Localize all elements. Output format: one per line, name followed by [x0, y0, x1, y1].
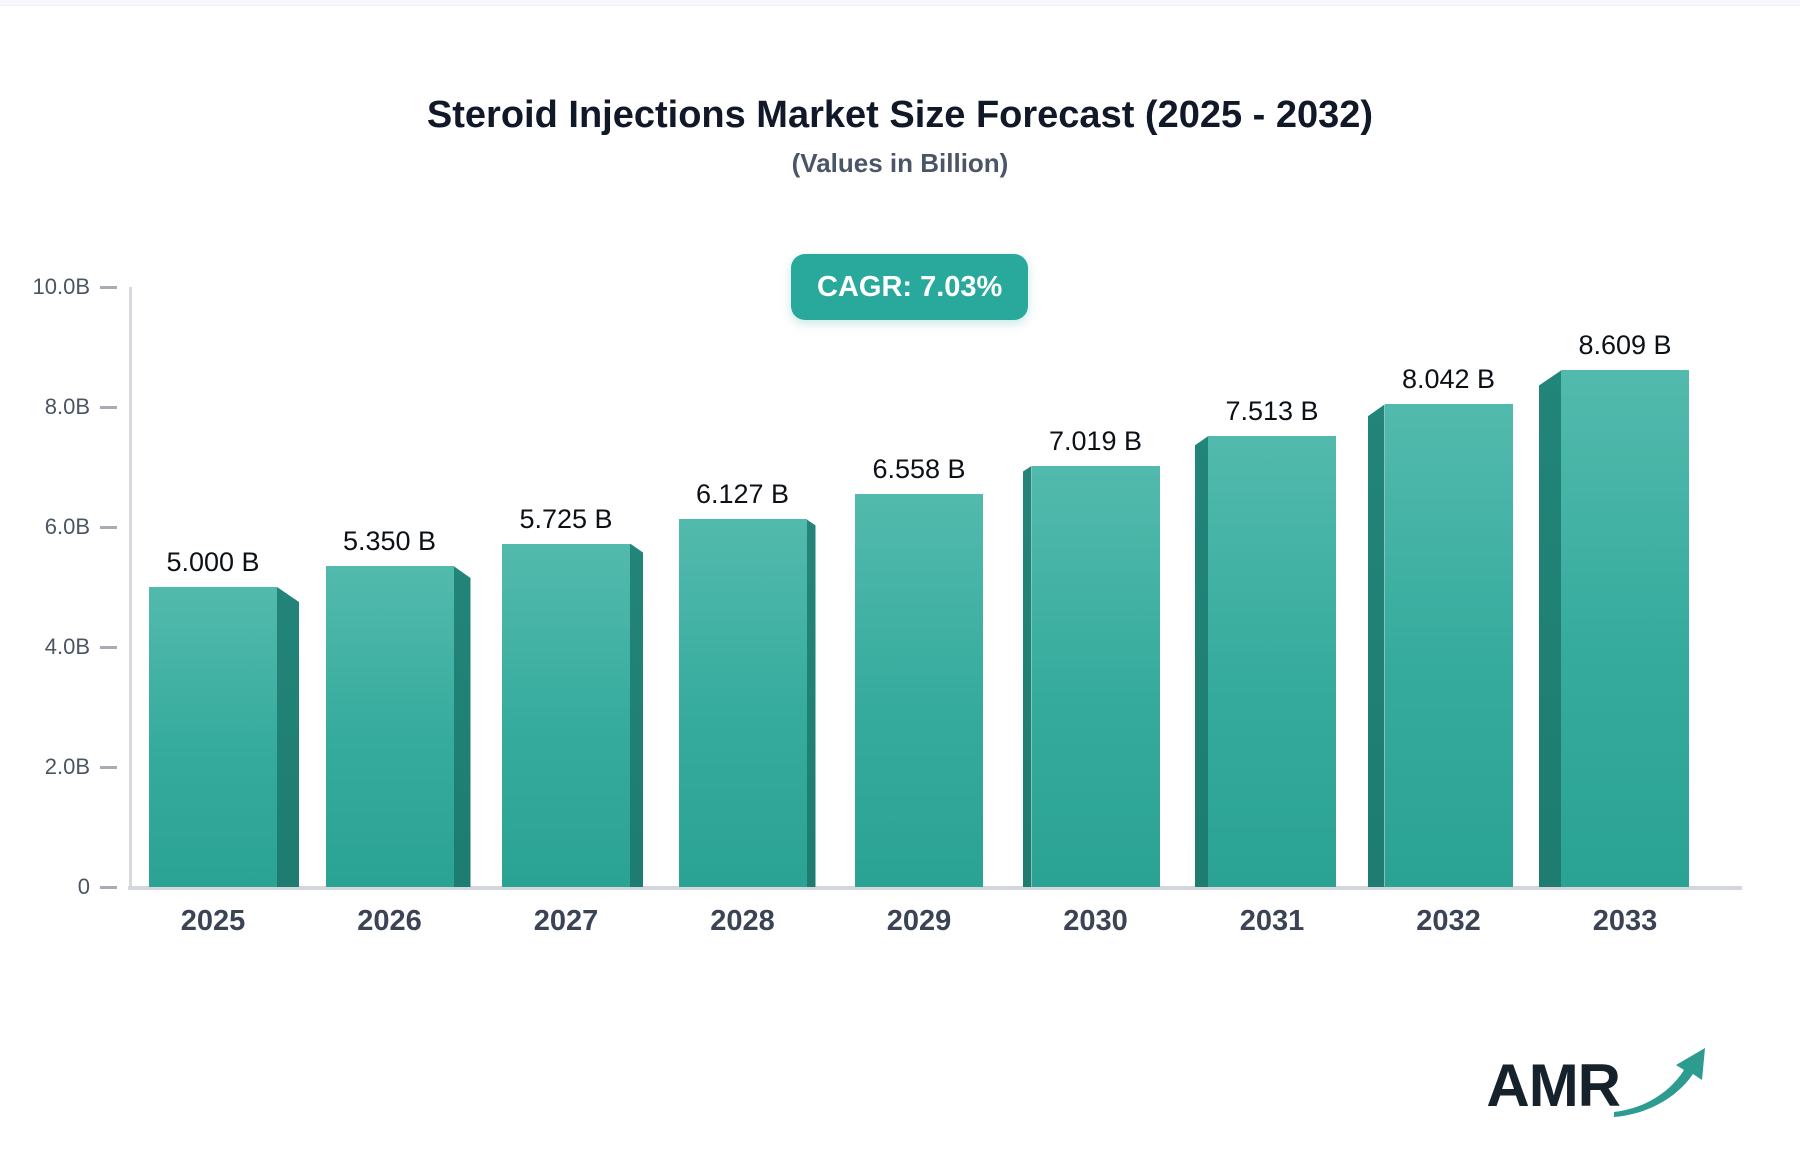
bar: [149, 587, 277, 887]
x-axis-tick-label: 2028: [710, 905, 775, 937]
growth-arrow-icon: [1614, 1048, 1705, 1117]
y-axis-tick-dash: [100, 526, 117, 529]
bar-value-label: 5.350 B: [342, 526, 437, 556]
y-axis-tick-label: 2.0B: [44, 754, 90, 779]
bar-3d-side: [277, 587, 299, 887]
chart-title: Steroid Injections Market Size Forecast …: [426, 94, 1374, 136]
x-axis-line: [128, 886, 1742, 890]
bar: [1384, 404, 1513, 887]
bar: [1208, 436, 1336, 887]
y-axis-tick-label: 6.0B: [44, 514, 90, 539]
bar-value-label: 6.127 B: [695, 479, 790, 510]
bar: [678, 519, 807, 887]
y-axis-tick-dash: [100, 286, 117, 289]
y-axis-line: [129, 287, 132, 888]
y-axis-tick-label: 4.0B: [44, 634, 90, 659]
bar-3d-side: [1022, 465, 1032, 887]
bar-value-label: 8.609 B: [1578, 330, 1672, 361]
amr-logo: AMR: [1486, 1048, 1714, 1122]
x-axis-tick-label: 2031: [1239, 905, 1305, 937]
cagr-badge-label: CAGR: 7.03%: [817, 270, 1003, 303]
bar-value-label: 7.019 B: [1048, 425, 1143, 456]
y-axis-tick-dash: [100, 646, 117, 649]
x-axis-tick-label: 2032: [1416, 905, 1481, 937]
y-axis-tick-dash: [100, 886, 117, 889]
y-axis-tick-label: 0: [77, 874, 90, 899]
bar-value-label: 5.725 B: [519, 503, 613, 534]
bar: [1031, 465, 1160, 887]
bar-value-label: 8.042 B: [1401, 364, 1496, 395]
y-axis-tick-dash: [100, 406, 117, 409]
x-axis-tick-label: 2026: [357, 905, 422, 937]
y-axis-tick-label: 10.0B: [32, 274, 91, 299]
top-border-strip: [0, 0, 1800, 6]
bar-3d-side: [806, 519, 816, 887]
bar-3d-side: [1367, 404, 1385, 887]
bar: [502, 543, 630, 887]
x-axis-tick-label: 2029: [886, 905, 952, 937]
x-axis-tick-label: 2027: [533, 905, 599, 937]
bar-3d-side: [1539, 370, 1561, 887]
x-axis-tick-label: 2030: [1063, 905, 1128, 937]
x-axis-tick-label: 2025: [180, 905, 246, 937]
cagr-badge: CAGR: 7.03%: [791, 254, 1029, 320]
y-axis-tick-dash: [100, 766, 117, 769]
bar: [325, 566, 454, 887]
bar-3d-side: [1195, 436, 1208, 887]
x-axis-tick-label: 2033: [1592, 905, 1658, 937]
bar-value-label: 7.513 B: [1225, 396, 1319, 427]
bar-value-label: 5.000 B: [166, 547, 260, 577]
y-axis-tick-label: 8.0B: [44, 394, 90, 419]
chart-subtitle: (Values in Billion): [791, 148, 1009, 178]
bar-3d-side: [453, 566, 471, 887]
bar-3d-side: [630, 543, 643, 887]
bar: [855, 493, 983, 887]
bar: [1561, 370, 1689, 887]
bar-value-label: 6.558 B: [872, 453, 966, 484]
amr-logo-text: AMR: [1486, 1052, 1621, 1119]
